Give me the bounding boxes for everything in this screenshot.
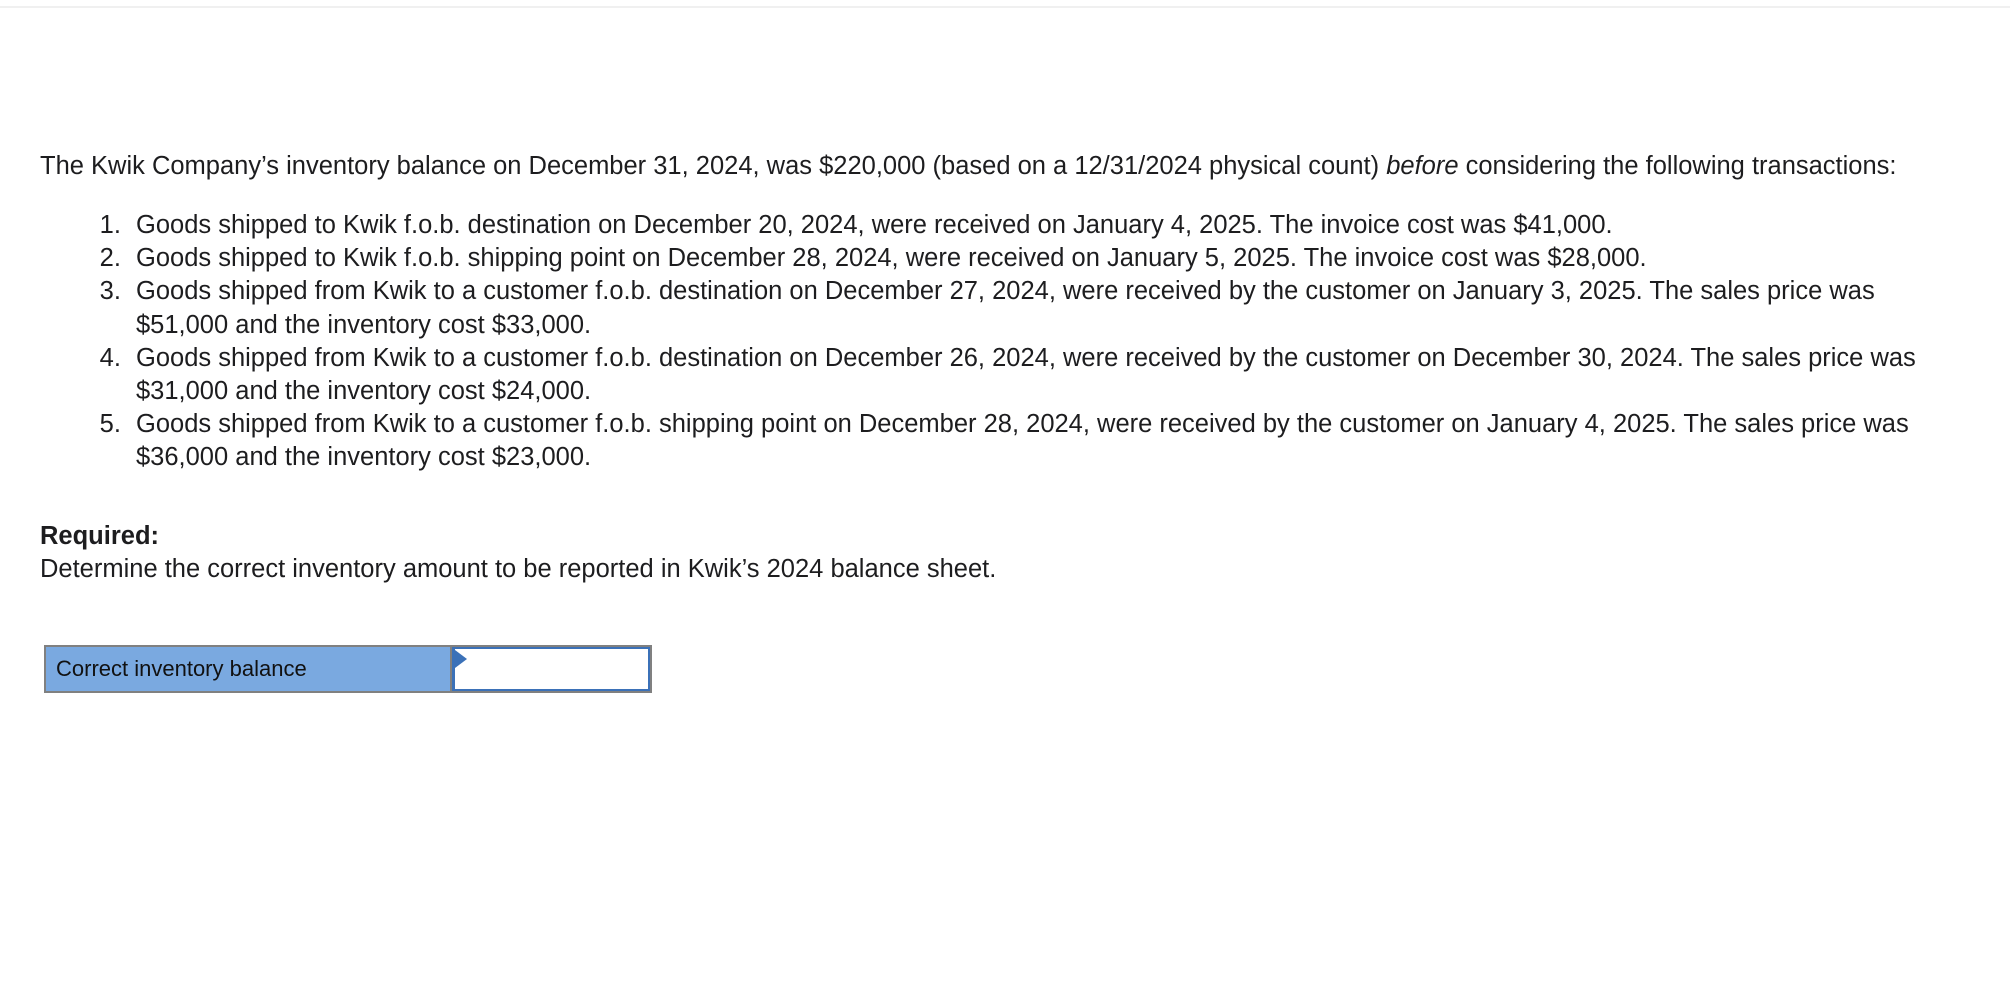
list-item: Goods shipped to Kwik f.o.b. destination… (128, 209, 1970, 242)
transactions-list: Goods shipped to Kwik f.o.b. destination… (40, 209, 1970, 474)
problem-intro: The Kwik Company’s inventory balance on … (40, 150, 1920, 183)
list-item: Goods shipped to Kwik f.o.b. shipping po… (128, 242, 1970, 275)
answer-row-label: Correct inventory balance (46, 646, 450, 691)
answer-row: Correct inventory balance (44, 644, 652, 693)
problem-intro-part2: considering the following transactions: (1458, 152, 1897, 180)
problem-intro-part1: The Kwik Company’s inventory balance on … (40, 152, 1387, 180)
list-item: Goods shipped from Kwik to a customer f.… (128, 342, 1970, 408)
required-instruction: Determine the correct inventory amount t… (40, 555, 997, 584)
answer-input-cell[interactable] (452, 646, 650, 691)
required-heading: Required: (40, 522, 160, 551)
correct-inventory-balance-input[interactable] (455, 648, 648, 689)
question-page: The Kwik Company’s inventory balance on … (0, 0, 2010, 693)
required-section: Required: Determine the correct inventor… (40, 520, 1970, 586)
list-item: Goods shipped from Kwik to a customer f.… (128, 408, 1970, 474)
problem-intro-emphasis: before (1386, 152, 1459, 180)
list-item: Goods shipped from Kwik to a customer f.… (128, 275, 1970, 341)
top-divider (0, 6, 2010, 8)
